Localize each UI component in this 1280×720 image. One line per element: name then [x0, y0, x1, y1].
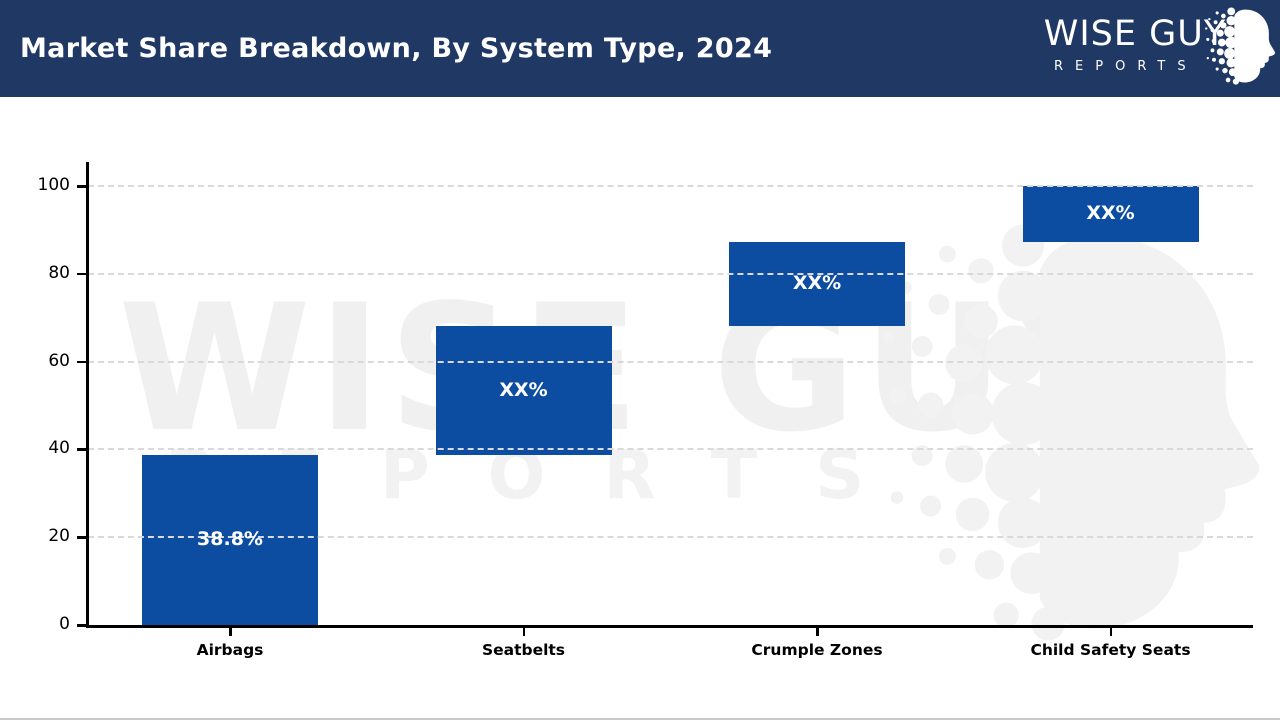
- x-tick-mark: [1109, 628, 1112, 636]
- logo-subtext: REPORTS: [1054, 59, 1198, 74]
- gridline: [88, 360, 1253, 363]
- bar-value-label: XX%: [1086, 201, 1135, 224]
- y-tick-mark: [77, 624, 86, 627]
- y-tick-mark: [77, 272, 86, 276]
- page-title: Market Share Breakdown, By System Type, …: [20, 33, 773, 64]
- x-axis-line: [86, 625, 1253, 628]
- gridline: [88, 272, 1253, 275]
- y-tick-label: 20: [48, 526, 70, 547]
- x-tick-mark: [229, 628, 232, 636]
- bar-value-label: 38.8%: [197, 527, 263, 550]
- gridline: [88, 536, 1253, 539]
- gridline: [88, 448, 1253, 451]
- x-tick-label: Seatbelts: [481, 641, 566, 659]
- y-tick-label: 40: [48, 438, 70, 459]
- bar-value-label: XX%: [792, 272, 842, 295]
- bar: [142, 454, 318, 625]
- bar: [729, 241, 905, 327]
- x-tick-mark: [816, 628, 819, 636]
- y-tick-mark: [77, 360, 86, 364]
- logo-wordmark: WISE GUY: [1043, 14, 1227, 54]
- wiseguy-logo: WISE GUY REPORTS: [1030, 0, 1280, 97]
- bar-value-label: XX%: [499, 378, 548, 401]
- x-tick-label: Airbags: [196, 641, 264, 659]
- x-tick-mark: [522, 628, 525, 636]
- x-tick-label: Child Safety Seats: [1030, 641, 1191, 659]
- x-tick-label: Crumple Zones: [751, 641, 883, 659]
- watermark-head-icon: [882, 224, 1260, 641]
- header-band: Market Share Breakdown, By System Type, …: [0, 0, 1280, 97]
- gridline: [88, 185, 1253, 187]
- y-tick-label: 100: [37, 175, 70, 195]
- wiseguy-head-icon: [1205, 7, 1276, 85]
- y-tick-mark: [77, 185, 86, 188]
- y-axis-line: [86, 162, 89, 628]
- y-tick-mark: [77, 448, 86, 451]
- bar: [435, 326, 612, 455]
- y-tick-label: 0: [59, 614, 70, 634]
- y-tick-label: 60: [48, 350, 70, 371]
- y-tick-mark: [77, 536, 86, 539]
- y-tick-label: 80: [48, 262, 70, 283]
- bar: [1022, 186, 1199, 242]
